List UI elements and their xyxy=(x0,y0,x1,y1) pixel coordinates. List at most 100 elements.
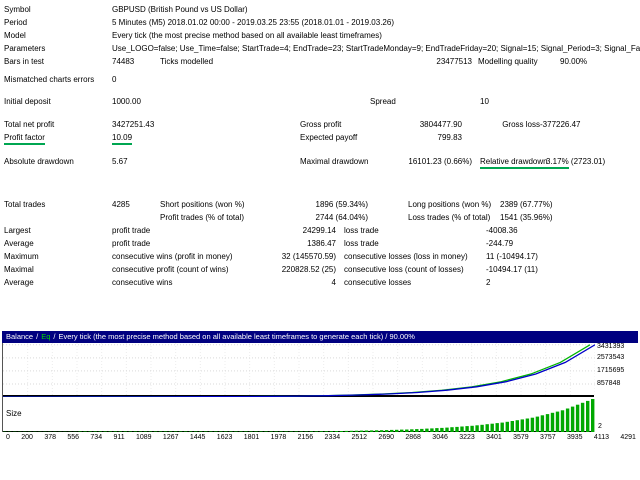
size-bar xyxy=(490,423,494,432)
size-bar xyxy=(123,431,127,432)
size-bar xyxy=(460,426,464,432)
average-consecutive-losses-label: consecutive losses xyxy=(344,278,412,287)
absolute-drawdown-value: 5.67 xyxy=(112,156,128,166)
size-bar xyxy=(591,399,595,432)
size-bar xyxy=(239,431,243,432)
size-bar xyxy=(495,423,499,432)
y-axis-labels: 3431393 2573543 1715695 857848 xyxy=(594,343,638,399)
size-bar xyxy=(244,431,248,432)
bars-in-test-value: 74483 xyxy=(112,57,135,66)
size-bar xyxy=(379,430,384,432)
maximum-label: Maximum xyxy=(4,252,39,261)
size-bar xyxy=(580,402,585,432)
strategy-tester-report: Symbol GBPUSD (British Pound vs US Dolla… xyxy=(4,3,640,287)
ticks-modelled-value: 23477513 xyxy=(436,57,472,66)
gross-loss-value: -377226.47 xyxy=(540,120,581,129)
size-bar xyxy=(435,428,439,432)
ticks-modelled-label: Ticks modelled xyxy=(160,57,214,66)
size-bar xyxy=(299,431,303,432)
report-row-model: Model Every tick (the most precise metho… xyxy=(4,29,636,42)
size-bar xyxy=(445,427,449,432)
size-bar xyxy=(374,430,379,432)
x-axis-label: 3757 xyxy=(540,434,556,441)
long-positions-value: 2389 (67.77%) xyxy=(500,200,553,209)
largest-loss-trade-value: -4008.36 xyxy=(486,226,518,235)
spread-value: 10 xyxy=(480,96,489,106)
parameters-value: Use_LOGO=false; Use_Time=false; StartTra… xyxy=(112,44,640,53)
size-bar xyxy=(319,431,323,432)
expected-payoff-value: 799.83 xyxy=(437,133,462,142)
maximal-consecutive-profit-value: 220828.52 (25) xyxy=(281,265,336,274)
size-bar xyxy=(209,431,213,432)
size-bar xyxy=(560,410,565,432)
size-bar xyxy=(415,429,419,432)
balance-chart: Balance / Eq / Every tick (the most prec… xyxy=(2,331,638,441)
size-bar xyxy=(254,431,258,432)
x-axis-label: 3223 xyxy=(459,434,475,441)
max-consecutive-wins-value: 32 (145570.59) xyxy=(281,252,336,261)
x-axis-label: 200 xyxy=(21,434,33,441)
average-consecutive-label: Average xyxy=(4,278,34,287)
size-bar xyxy=(98,431,102,432)
maximal-consecutive-profit-label: consecutive profit (count of wins) xyxy=(112,265,229,274)
chart-header-info: Every tick (the most precise method base… xyxy=(58,332,415,341)
absolute-drawdown-label: Absolute drawdown xyxy=(4,156,74,166)
size-bar xyxy=(143,431,148,432)
size-bar xyxy=(334,431,339,432)
modelling-quality-value: 90.00% xyxy=(560,57,588,66)
total-trades-value: 4285 xyxy=(112,200,130,209)
short-positions-label: Short positions (won %) xyxy=(160,200,245,209)
size-bar xyxy=(405,429,409,432)
x-axis-label: 1445 xyxy=(189,434,206,441)
report-row-profit-factor: Profit factor 10.09 Expected payoff 799.… xyxy=(4,131,636,145)
size-bar xyxy=(113,431,117,432)
x-axis-label: 378 xyxy=(44,434,56,441)
size-bar xyxy=(510,421,514,432)
size-bar xyxy=(269,431,273,432)
size-bar xyxy=(78,431,82,432)
size-bar xyxy=(83,431,87,432)
long-positions-label: Long positions (won %) xyxy=(408,200,492,209)
size-bar xyxy=(530,417,535,432)
x-axis-label: 3579 xyxy=(513,434,529,441)
size-bar xyxy=(515,420,519,432)
size-bar xyxy=(279,431,283,432)
size-bar xyxy=(525,418,530,432)
chart-legend-equity: Eq xyxy=(41,332,51,341)
size-bar xyxy=(430,428,434,432)
size-bar xyxy=(540,415,545,432)
size-bar xyxy=(465,426,469,432)
size-bar xyxy=(545,414,550,432)
size-bar xyxy=(520,419,524,432)
maximal-consecutive-loss-value: -10494.17 (11) xyxy=(486,265,538,274)
maximal-drawdown-label: Maximal drawdown xyxy=(300,156,369,166)
report-row-deposit: Initial deposit 1000.00 Spread 10 xyxy=(4,90,636,112)
size-bar xyxy=(344,430,349,432)
chart-legend-separator: / xyxy=(53,332,56,341)
average-consecutive-losses-value: 2 xyxy=(486,278,491,287)
x-axis-label: 4113 xyxy=(593,434,609,441)
x-axis-label: 2512 xyxy=(351,434,368,441)
size-bar xyxy=(304,431,308,432)
total-trades-label: Total trades xyxy=(4,200,46,209)
mismatched-errors-value: 0 xyxy=(112,74,117,84)
report-row-symbol: Symbol GBPUSD (British Pound vs US Dolla… xyxy=(4,3,636,16)
report-row-average-trade: Average profit trade 1386.47 loss trade … xyxy=(4,237,636,250)
maximal-drawdown-value: 16101.23 (0.66%) xyxy=(408,156,472,166)
size-bar xyxy=(475,425,479,432)
size-bar xyxy=(183,431,188,432)
size-bar xyxy=(259,431,263,432)
size-bar xyxy=(425,428,429,432)
chart-legend-separator: / xyxy=(36,332,39,341)
y-axis-column: 3431393 2573543 1715695 857848 2 xyxy=(594,343,638,432)
period-value: 5 Minutes (M5) 2018.01.02 00:00 - 2019.0… xyxy=(112,18,394,27)
size-bar xyxy=(400,429,404,432)
size-bar xyxy=(188,431,193,432)
report-row-net-profit: Total net profit 3427251.43 Gross profit… xyxy=(4,118,636,131)
x-axis-label: 4291 xyxy=(620,434,636,441)
relative-drawdown-value: 3.17% (2723.01) xyxy=(546,156,605,169)
max-consecutive-losses-value: 11 (-10494.17) xyxy=(486,252,538,261)
period-label: Period xyxy=(4,18,28,27)
loss-trades-label: Loss trades (% of total) xyxy=(408,213,491,222)
size-bar xyxy=(339,431,344,432)
